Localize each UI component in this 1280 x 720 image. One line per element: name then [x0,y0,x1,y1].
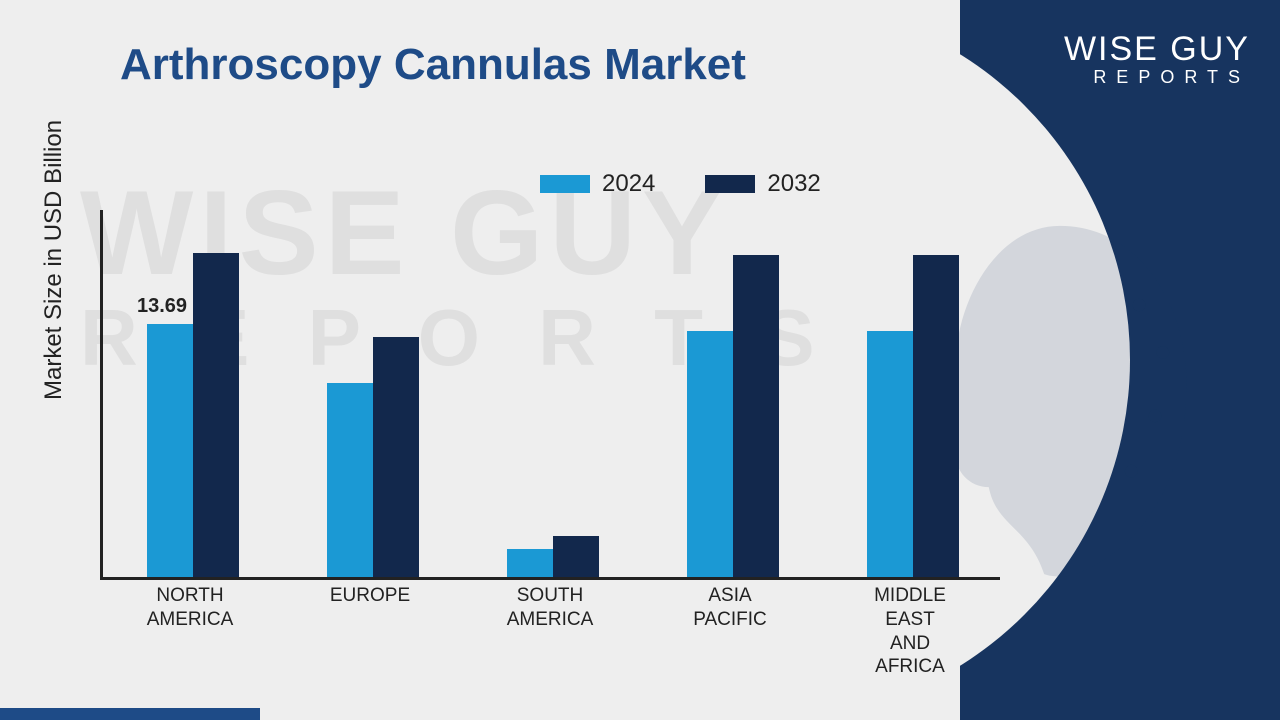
bar-group [293,337,453,578]
legend-label-2032: 2032 [767,170,820,198]
x-axis-labels: NORTHAMERICA EUROPE SOUTHAMERICA ASIAPACIFI… [100,584,1000,704]
bottom-accent-bar [0,708,260,720]
bar-2024 [147,324,193,577]
x-axis-category-label: MIDDLEEASTANDAFRICA [830,584,990,679]
bar-2032 [913,255,959,577]
bar-2024 [867,331,913,577]
bar-chart-plot: 13.69 [100,210,1000,580]
chart-title: Arthroscopy Cannulas Market [120,40,746,90]
bar-2032 [193,253,239,577]
brand-logo: WISE GUY REPORTS [1064,30,1250,88]
bar-2032 [373,337,419,578]
bar-2024 [327,383,373,577]
right-brand-panel [960,0,1280,720]
x-axis-category-label: NORTHAMERICA [110,584,270,632]
y-axis-label: Market Size in USD Billion [40,120,68,400]
bar-group [653,255,813,577]
bar-group [473,536,633,577]
legend-label-2024: 2024 [602,170,655,198]
legend-item-2024: 2024 [540,170,655,198]
legend-swatch-2024 [540,175,590,193]
logo-line2: REPORTS [1064,67,1250,88]
x-axis-category-label: ASIAPACIFIC [650,584,810,632]
legend-item-2032: 2032 [705,170,820,198]
bar-2032 [553,536,599,577]
bar-2024 [507,549,553,577]
bar-value-label: 13.69 [137,295,187,318]
chart-legend: 2024 2032 [540,170,821,198]
bar-2032 [733,255,779,577]
bar-2024 [687,331,733,577]
x-axis-category-label: SOUTHAMERICA [470,584,630,632]
bar-group [833,255,993,577]
chart-page: WISE GUY R E P O R T S WISE GUY REPORTS … [0,0,1280,720]
legend-swatch-2032 [705,175,755,193]
x-axis-category-label: EUROPE [290,584,450,608]
logo-line1: WISE GUY [1064,30,1250,69]
